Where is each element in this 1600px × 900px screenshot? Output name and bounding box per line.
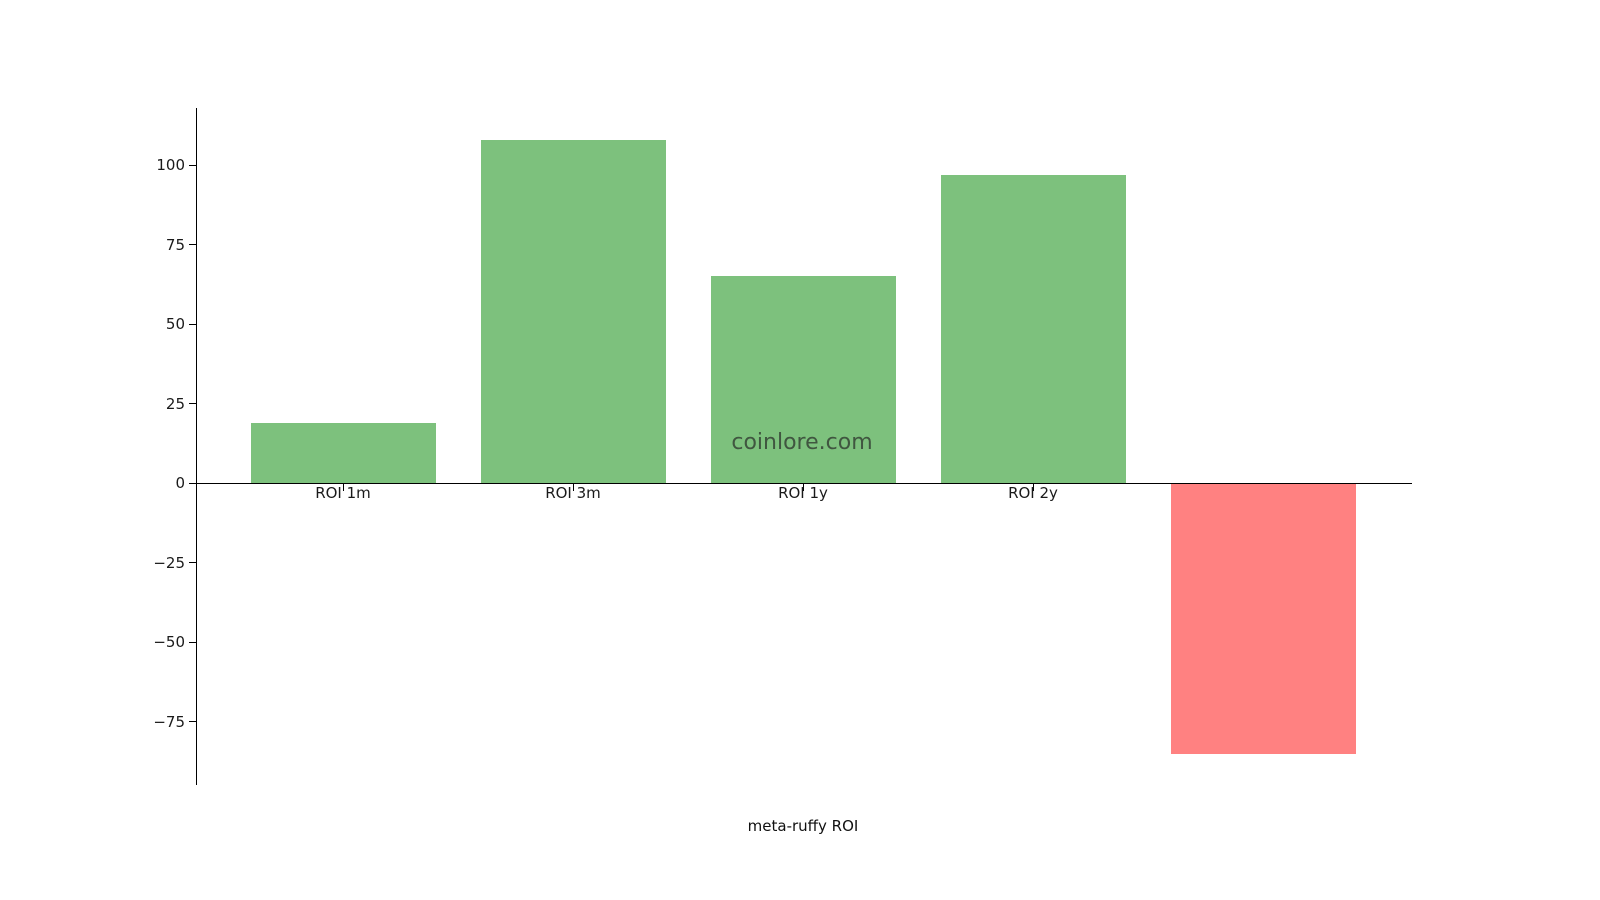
x-tick-label: ROI 1y [778,484,828,502]
y-tick-mark [189,403,196,404]
y-tick-mark [189,641,196,643]
y-tick-mark [189,164,196,166]
y-tick-label: 75 [165,235,185,254]
y-tick-mark [189,244,196,245]
y-tick-label: 0 [175,474,185,492]
watermark-text: coinlore.com [731,430,873,455]
x-tick-mark [343,483,344,491]
bar-roi-1m [250,422,436,483]
bar-roi-1y [710,276,896,483]
x-tick-label: ROI 2y [1008,484,1058,502]
x-tick-label: ROI 1m [315,484,371,502]
y-tick-mark [189,721,196,722]
x-tick-mark [803,483,804,491]
y-tick-mark [189,562,196,563]
y-tick-label: 100 [156,156,185,174]
y-tick-label: −25 [153,553,185,572]
bar-roi-3m [480,139,666,483]
x-axis-zero-line [196,483,1412,484]
x-tick-mark [1033,483,1034,491]
bar-unlabeled [1170,484,1356,755]
bar-roi-2y [940,174,1126,483]
chart-title: meta-ruffy ROI [747,817,859,835]
y-axis-spine [196,108,197,785]
y-tick-mark [189,323,196,325]
x-tick-mark [573,483,574,491]
y-tick-label: −75 [153,712,185,731]
y-tick-label: 50 [165,315,185,333]
x-tick-label: ROI 3m [545,484,601,502]
y-tick-label: 25 [165,394,185,413]
y-tick-mark [189,482,196,484]
y-tick-label: −50 [153,633,185,651]
